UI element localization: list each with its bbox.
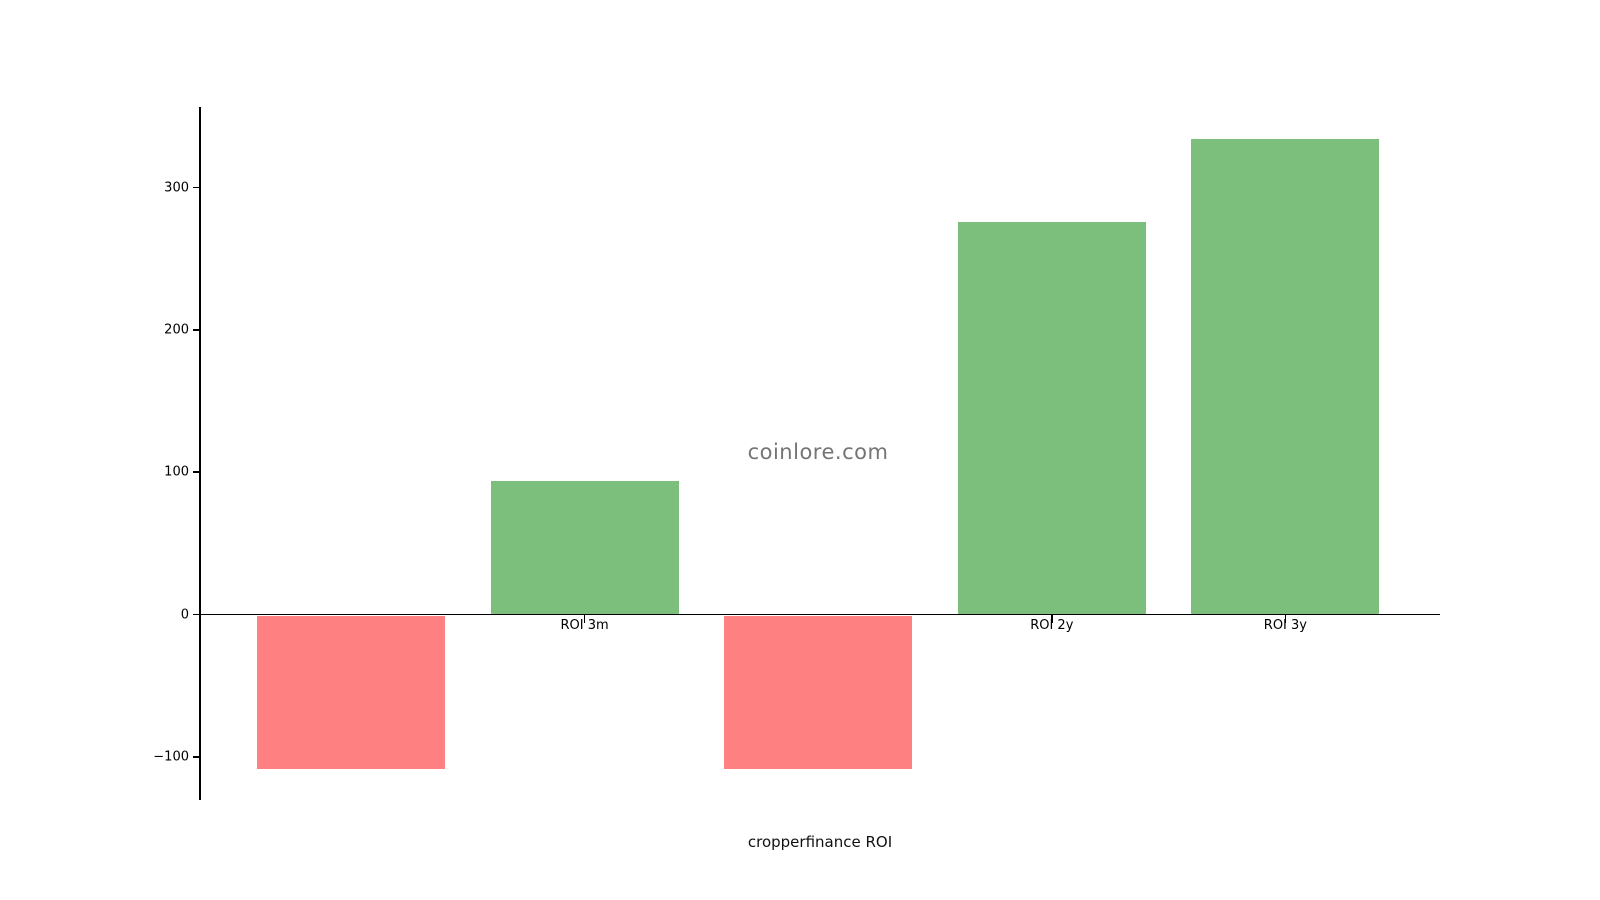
x-axis-tick bbox=[1051, 614, 1053, 623]
y-axis-tick bbox=[193, 756, 199, 758]
y-axis-tick-label: 300 bbox=[164, 180, 189, 196]
x-axis-tick-label: ROI 2y bbox=[1030, 617, 1074, 633]
bar-roi-2y bbox=[957, 221, 1146, 615]
bar-roi-3y bbox=[1191, 139, 1380, 615]
x-axis-line bbox=[199, 613, 1440, 616]
bar-1 bbox=[257, 615, 445, 770]
x-axis-tick bbox=[583, 614, 586, 623]
y-axis-tick bbox=[193, 613, 199, 616]
x-axis-tick-label: ROI 3y bbox=[1263, 617, 1307, 633]
watermark-text: coinlore.com bbox=[747, 440, 889, 464]
y-axis-tick bbox=[193, 186, 199, 189]
x-axis-tick bbox=[1284, 614, 1287, 623]
y-axis-tick-label: −100 bbox=[153, 749, 189, 765]
y-axis-tick-label: 0 bbox=[180, 607, 189, 622]
y-axis-tick bbox=[193, 471, 199, 473]
x-axis-tick-label: ROI 3m bbox=[560, 617, 609, 633]
y-axis-tick bbox=[193, 329, 199, 331]
y-axis-line bbox=[199, 107, 201, 800]
bar-3 bbox=[724, 615, 913, 770]
y-axis-tick-label: 100 bbox=[164, 464, 189, 480]
y-axis-tick-label: 200 bbox=[164, 322, 189, 338]
chart-title: cropperfinance ROI bbox=[747, 833, 893, 851]
bar-roi-3m bbox=[490, 480, 679, 615]
